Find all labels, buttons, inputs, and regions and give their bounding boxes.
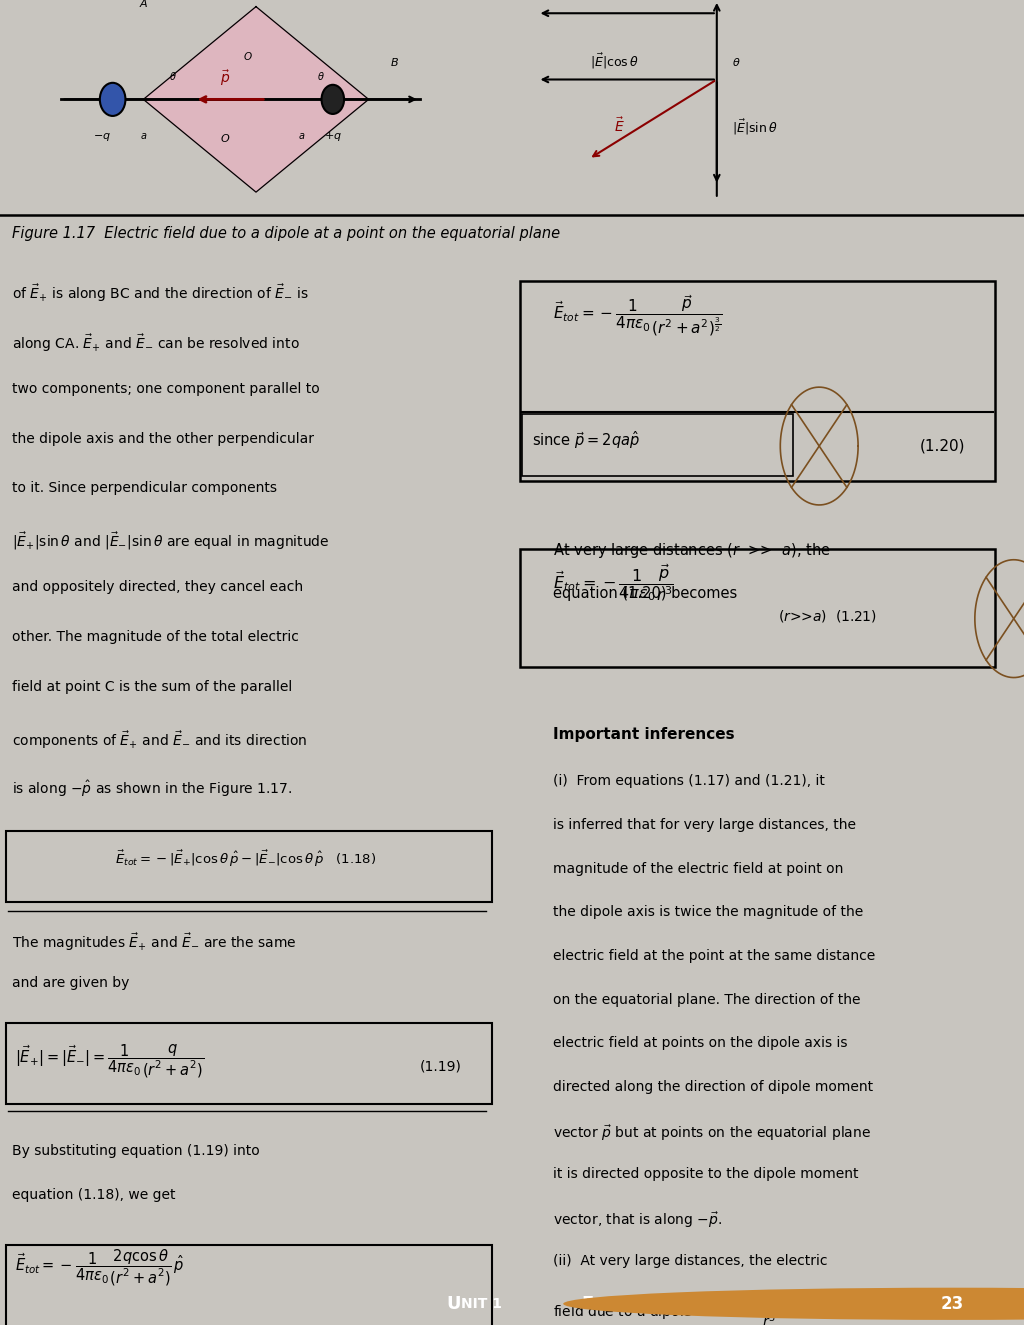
Text: (ii)  At very large distances, the electric: (ii) At very large distances, the electr…: [553, 1255, 827, 1268]
Text: $O$: $O$: [220, 132, 230, 144]
Text: $\vec{p}$: $\vec{p}$: [220, 68, 230, 87]
Text: is inferred that for very large distances, the: is inferred that for very large distance…: [553, 818, 856, 832]
Text: $\vec{E}_{tot} = -\dfrac{1}{4\pi\epsilon_0}\dfrac{\vec{p}}{r^{3}}$: $\vec{E}_{tot} = -\dfrac{1}{4\pi\epsilon…: [553, 562, 674, 603]
Text: (1.20): (1.20): [920, 439, 965, 453]
Text: the dipole axis is twice the magnitude of the: the dipole axis is twice the magnitude o…: [553, 905, 863, 920]
Text: $+q$: $+q$: [324, 130, 342, 143]
Text: LECTROSTATICS: LECTROSTATICS: [594, 1297, 718, 1310]
Text: electric field at the point at the same distance: electric field at the point at the same …: [553, 949, 876, 963]
Text: $a$: $a$: [298, 131, 306, 142]
Text: electric field at points on the dipole axis is: electric field at points on the dipole a…: [553, 1036, 848, 1051]
Text: $\vec{E}_{tot} = -\dfrac{1}{4\pi\epsilon_0}\dfrac{2q\cos\theta}{(r^{2}+a^{2})}\,: $\vec{E}_{tot} = -\dfrac{1}{4\pi\epsilon…: [15, 1248, 185, 1288]
Text: field due to a dipole varies as $\dfrac{1}{r^3}$. Note: field due to a dipole varies as $\dfrac{…: [553, 1298, 820, 1325]
Text: it is directed opposite to the dipole moment: it is directed opposite to the dipole mo…: [553, 1167, 858, 1181]
Text: to it. Since perpendicular components: to it. Since perpendicular components: [12, 481, 278, 496]
Text: $\vec{E}_{tot} = -\dfrac{1}{4\pi\epsilon_0}\dfrac{\vec{p}}{(r^{2}+a^{2})^{\frac{: $\vec{E}_{tot} = -\dfrac{1}{4\pi\epsilon…: [553, 293, 723, 338]
Text: two components; one component parallel to: two components; one component parallel t…: [12, 382, 321, 396]
FancyBboxPatch shape: [520, 550, 995, 668]
Text: $O$: $O$: [244, 49, 253, 62]
Text: the dipole axis and the other perpendicular: the dipole axis and the other perpendicu…: [12, 432, 314, 445]
Text: $|\vec{E}_{+}|=|\vec{E}_{-}|=\dfrac{1}{4\pi\epsilon_0}\dfrac{q}{(r^{2}+a^{2})}$: $|\vec{E}_{+}|=|\vec{E}_{-}|=\dfrac{1}{4…: [15, 1043, 205, 1080]
Text: 23: 23: [941, 1295, 964, 1313]
Text: $a$: $a$: [139, 131, 147, 142]
Circle shape: [322, 85, 344, 114]
Text: vector, that is along $-\vec{p}$.: vector, that is along $-\vec{p}$.: [553, 1211, 722, 1231]
FancyBboxPatch shape: [6, 831, 492, 902]
Text: field at point C is the sum of the parallel: field at point C is the sum of the paral…: [12, 680, 293, 693]
Circle shape: [563, 1288, 1024, 1320]
FancyBboxPatch shape: [6, 1023, 492, 1105]
Text: E: E: [582, 1295, 594, 1313]
Text: U: U: [446, 1295, 461, 1313]
Text: $|\vec{E}|\sin\theta$: $|\vec{E}|\sin\theta$: [732, 118, 778, 136]
Text: and oppositely directed, they cancel each: and oppositely directed, they cancel eac…: [12, 580, 303, 595]
Text: since $\vec{p}=2qa\hat{p}$: since $\vec{p}=2qa\hat{p}$: [532, 429, 641, 450]
Text: (i)  From equations (1.17) and (1.21), it: (i) From equations (1.17) and (1.21), it: [553, 774, 825, 788]
Text: The magnitudes $\vec{E}_{+}$ and $\vec{E}_{-}$ are the same: The magnitudes $\vec{E}_{+}$ and $\vec{E…: [12, 931, 297, 953]
Text: Figure 1.17  Electric field due to a dipole at a point on the equatorial plane: Figure 1.17 Electric field due to a dipo…: [12, 227, 560, 241]
Text: on the equatorial plane. The direction of the: on the equatorial plane. The direction o…: [553, 992, 860, 1007]
Text: By substituting equation (1.19) into: By substituting equation (1.19) into: [12, 1143, 260, 1158]
Text: $\theta$: $\theta$: [169, 69, 177, 82]
Text: $-q$: $-q$: [93, 131, 112, 143]
FancyBboxPatch shape: [6, 1246, 492, 1325]
Text: directed along the direction of dipole moment: directed along the direction of dipole m…: [553, 1080, 873, 1094]
Text: $B$: $B$: [390, 56, 398, 69]
Text: $|\vec{E}|\cos\theta$: $|\vec{E}|\cos\theta$: [590, 52, 639, 70]
Text: ($r$>>$a$)  (1.21): ($r$>>$a$) (1.21): [778, 608, 878, 624]
Text: components of $\vec{E}_{+}$ and $\vec{E}_{-}$ and its direction: components of $\vec{E}_{+}$ and $\vec{E}…: [12, 729, 308, 751]
Text: along CA. $\vec{E}_{+}$ and $\vec{E}_{-}$ can be resolved into: along CA. $\vec{E}_{+}$ and $\vec{E}_{-}…: [12, 333, 300, 354]
Text: At very large distances ($r$  >>  $a$), the: At very large distances ($r$ >> $a$), th…: [553, 541, 830, 560]
Text: is along $-\hat{p}$ as shown in the Figure 1.17.: is along $-\hat{p}$ as shown in the Figu…: [12, 779, 293, 799]
Text: equation (1.18), we get: equation (1.18), we get: [12, 1189, 176, 1202]
Polygon shape: [143, 7, 369, 192]
Text: (1.19): (1.19): [420, 1059, 462, 1073]
Circle shape: [100, 82, 126, 117]
Text: equation (1.20) becomes: equation (1.20) becomes: [553, 586, 737, 600]
Text: NIT 1: NIT 1: [461, 1297, 516, 1310]
Text: of $\vec{E}_{+}$ is along BC and the direction of $\vec{E}_{-}$ is: of $\vec{E}_{+}$ is along BC and the dir…: [12, 282, 309, 305]
Text: and are given by: and are given by: [12, 975, 130, 990]
Text: $|\vec{E}_{+}|\sin\theta$ and $|\vec{E}_{-}|\sin\theta$ are equal in magnitude: $|\vec{E}_{+}|\sin\theta$ and $|\vec{E}_…: [12, 531, 330, 553]
Text: $\vec{E}_{tot} = -|\vec{E}_{+}|\cos\theta\,\hat{p} - |\vec{E}_{-}|\cos\theta\,\h: $\vec{E}_{tot} = -|\vec{E}_{+}|\cos\thet…: [115, 848, 377, 869]
Text: $\vec{E}$: $\vec{E}$: [614, 117, 625, 135]
FancyBboxPatch shape: [520, 281, 995, 481]
Text: $A$: $A$: [138, 0, 148, 9]
Text: other. The magnitude of the total electric: other. The magnitude of the total electr…: [12, 629, 299, 644]
Text: $\theta$: $\theta$: [732, 56, 740, 69]
Text: vector $\vec{p}$ but at points on the equatorial plane: vector $\vec{p}$ but at points on the eq…: [553, 1124, 871, 1143]
FancyBboxPatch shape: [522, 413, 793, 476]
Text: $\theta$: $\theta$: [317, 69, 326, 82]
Text: magnitude of the electric field at point on: magnitude of the electric field at point…: [553, 861, 844, 876]
Text: Important inferences: Important inferences: [553, 727, 734, 742]
